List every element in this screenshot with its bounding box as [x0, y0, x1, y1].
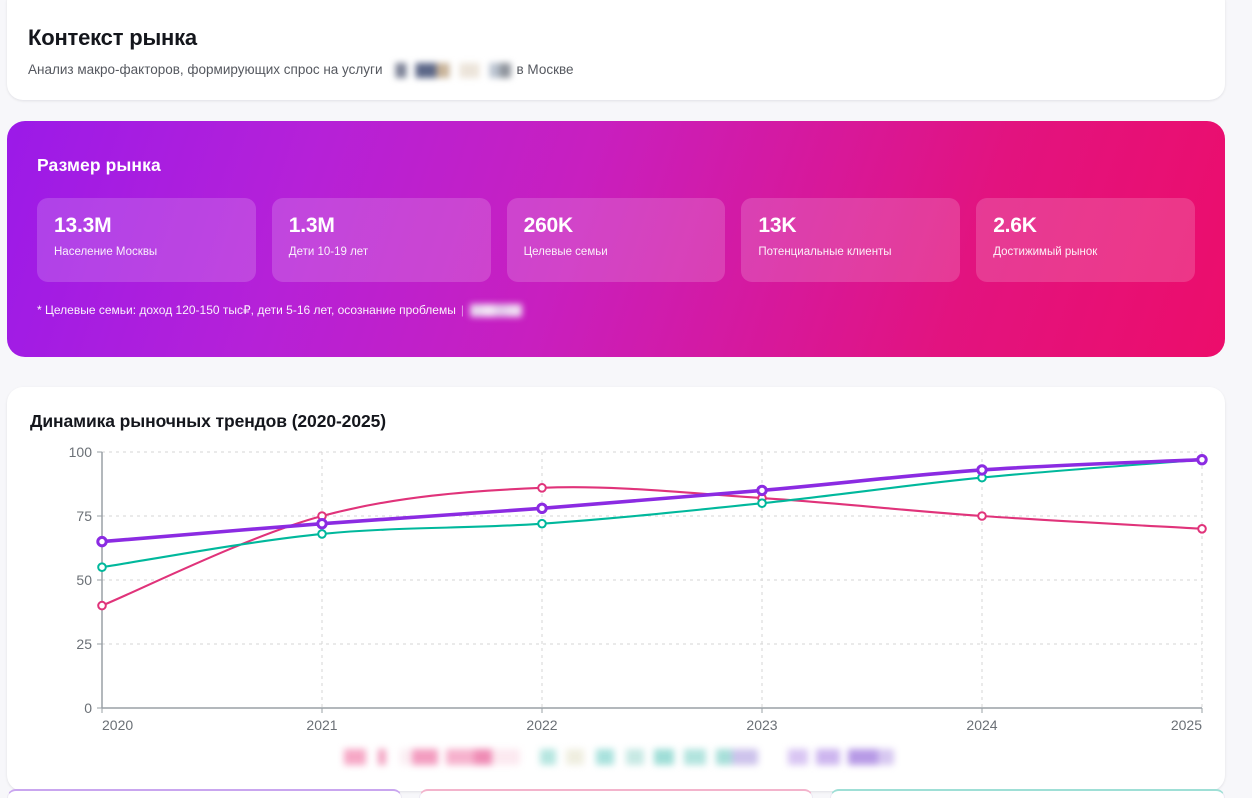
bottom-card-3[interactable]	[830, 789, 1226, 798]
chart-plot-area[interactable]: 0 25 50 75 100 2020 2021 2022 2023 2024 2025	[7, 443, 1225, 733]
chart-data-point[interactable]	[97, 562, 107, 572]
chart-data-point[interactable]	[1196, 453, 1208, 466]
metric-tile-children[interactable]: 1.3M Дети 10-19 лет	[271, 198, 491, 282]
redacted-legend-item-icon	[540, 749, 758, 765]
page-subtitle-text-before: Анализ макро-факторов, формирующих спрос…	[28, 62, 383, 77]
chart-data-point[interactable]	[96, 535, 108, 548]
market-footnote-text: * Целевые семьи: доход 120-150 тыс₽, дет…	[37, 303, 456, 317]
metric-label: Население Москвы	[54, 246, 158, 258]
chart-legend	[7, 745, 1225, 769]
market-size-card: Размер рынка 13.3M Население Москвы 1.3M…	[7, 121, 1225, 357]
chart-data-point[interactable]	[316, 517, 328, 530]
y-axis-tick-label: 100	[69, 444, 93, 460]
x-axis-tick-label: 2020	[102, 717, 133, 733]
page-subtitle-text-after: в Москве	[516, 62, 574, 77]
x-axis-tick-label: 2022	[526, 717, 557, 733]
bottom-card-2[interactable]	[418, 789, 814, 798]
bottom-card-1[interactable]	[7, 789, 402, 798]
redacted-text-icon	[388, 62, 511, 78]
line-chart-svg[interactable]: 0 25 50 75 100 2020 2021 2022 2023 2024 2025	[7, 443, 1225, 733]
chart-data-point[interactable]	[977, 511, 987, 521]
chart-title: Динамика рыночных трендов (2020-2025)	[30, 411, 386, 431]
x-axis-tick-label: 2021	[306, 717, 337, 733]
market-size-title: Размер рынка	[37, 155, 161, 175]
metric-label: Достижимый рынок	[993, 246, 1098, 258]
metric-tile-target-families[interactable]: 260K Целевые семьи	[506, 198, 726, 282]
x-axis-tick-label: 2023	[746, 717, 777, 733]
redacted-legend-item-icon	[338, 749, 520, 765]
chart-data-point[interactable]	[976, 464, 988, 476]
metric-label: Дети 10-19 лет	[288, 246, 369, 258]
y-axis-tick-label: 75	[76, 508, 92, 524]
chart-data-point[interactable]	[537, 483, 547, 493]
chart-data-point[interactable]	[317, 529, 327, 539]
y-axis-tick-label: 25	[76, 636, 92, 652]
metric-tile-population[interactable]: 13.3M Население Москвы	[37, 198, 256, 282]
metric-value: 260K	[523, 214, 574, 237]
x-axis-tick-label: 2024	[966, 717, 997, 733]
chart-data-point[interactable]	[536, 502, 548, 515]
chart-series-line	[100, 457, 1204, 544]
x-axis-tick-label: 2025	[1171, 717, 1202, 733]
y-axis-tick-label: 0	[84, 700, 92, 716]
metric-value: 13.3M	[54, 214, 112, 237]
metric-value: 13K	[758, 214, 797, 237]
chart-data-point[interactable]	[1197, 524, 1207, 534]
metric-value: 2.6K	[993, 214, 1037, 237]
y-axis-tick-label: 50	[76, 572, 92, 588]
redacted-text-icon	[469, 303, 522, 317]
metric-tile-attainable-market[interactable]: 2.6K Достижимый рынок	[976, 198, 1195, 282]
footnote-separator: |	[460, 303, 464, 317]
chart-data-point[interactable]	[537, 518, 547, 529]
chart-data-point[interactable]	[757, 498, 767, 509]
market-metrics-row: 13.3M Население Москвы 1.3M Дети 10-19 л…	[37, 198, 1195, 282]
metric-tile-potential-clients[interactable]: 13K Потенциальные клиенты	[741, 198, 961, 282]
metric-value: 1.3M	[288, 214, 335, 237]
chart-series-line	[100, 458, 1204, 569]
page-subtitle: Анализ макро-факторов, формирующих спрос…	[28, 61, 1225, 79]
page-title: Контекст рынка	[28, 25, 197, 50]
chart-data-point[interactable]	[756, 484, 768, 497]
chart-data-point[interactable]	[97, 600, 107, 611]
bottom-cards-row	[7, 789, 1226, 798]
market-footnote: * Целевые семьи: доход 120-150 тыс₽, дет…	[37, 303, 1195, 317]
redacted-legend-item-icon	[778, 749, 894, 765]
metric-label: Целевые семьи	[523, 246, 608, 258]
metric-label: Потенциальные клиенты	[758, 246, 892, 258]
chart-series-line	[100, 486, 1204, 607]
market-context-header-card: Контекст рынка Анализ макро-факторов, фо…	[7, 0, 1225, 100]
